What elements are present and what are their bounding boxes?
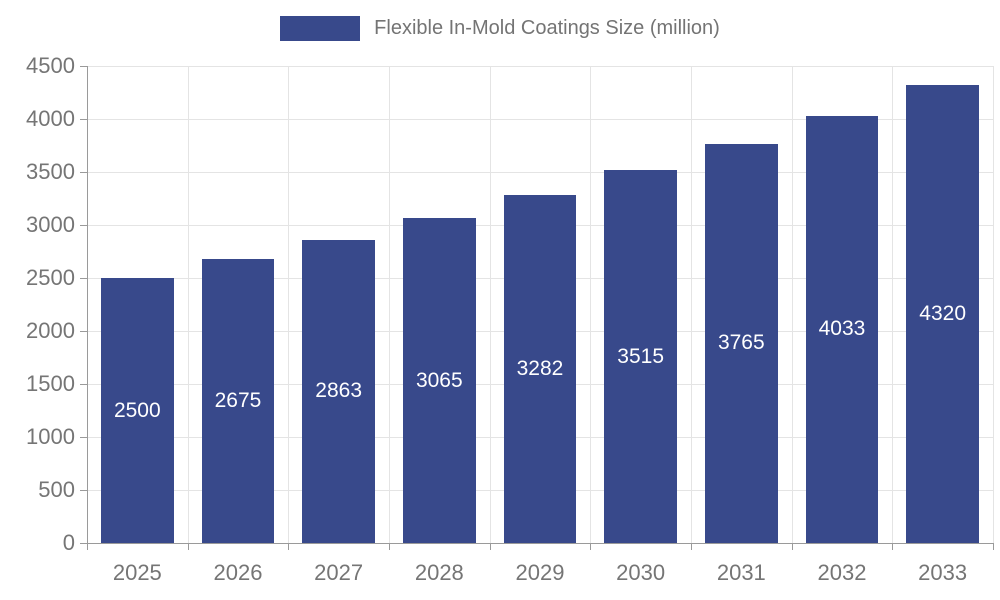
- y-axis-label: 3500: [26, 159, 75, 184]
- legend[interactable]: Flexible In-Mold Coatings Size (million): [0, 16, 1000, 41]
- gridline-horizontal: [87, 119, 993, 120]
- y-axis-label: 4500: [26, 53, 75, 78]
- y-axis-tick: [80, 384, 87, 385]
- x-axis-tick: [993, 543, 994, 550]
- gridline-vertical: [993, 66, 994, 543]
- y-axis-label: 0: [62, 530, 75, 555]
- y-axis-label: 1500: [26, 371, 75, 396]
- x-axis-label: 2033: [918, 560, 968, 585]
- x-axis-tick: [791, 543, 793, 550]
- gridline-vertical: [590, 66, 592, 543]
- gridline-vertical: [288, 66, 290, 543]
- gridline-horizontal: [87, 66, 993, 67]
- bar-value-label: 3065: [415, 368, 463, 392]
- bar-2025[interactable]: 2500: [101, 278, 174, 543]
- gridline-vertical: [691, 66, 692, 543]
- bar-value-label: 4320: [919, 302, 967, 326]
- x-axis-tick: [87, 543, 88, 550]
- bar-2031[interactable]: 3765: [705, 143, 778, 543]
- gridline-vertical: [389, 66, 390, 543]
- legend-label: Flexible In-Mold Coatings Size (million): [374, 17, 720, 39]
- y-axis-label: 2500: [26, 265, 75, 290]
- bar-value-label: 3765: [717, 331, 765, 355]
- bar-value-label: 3282: [516, 357, 564, 381]
- x-axis-label: 2026: [213, 560, 263, 585]
- y-axis-label: 1000: [26, 424, 75, 449]
- y-axis-tick: [80, 278, 87, 279]
- legend-swatch: [280, 16, 361, 41]
- y-axis-tick: [80, 437, 87, 438]
- bar-2027[interactable]: 2863: [302, 239, 375, 543]
- bar-2028[interactable]: 3065: [403, 218, 476, 543]
- gridline-vertical: [187, 66, 189, 543]
- gridline-vertical: [489, 66, 491, 543]
- x-axis-tick: [691, 543, 692, 550]
- x-axis-label: 2027: [314, 560, 364, 585]
- x-axis-label: 2031: [716, 560, 766, 585]
- x-axis-tick: [489, 543, 491, 550]
- bar-2032[interactable]: 4033: [805, 115, 879, 543]
- plot-area: 2500 2675 2863 3065 3282 3515 3765 4033 4320: [87, 66, 994, 544]
- x-axis-tick: [187, 543, 189, 550]
- y-axis-tick: [80, 66, 87, 67]
- x-axis-tick: [892, 543, 894, 550]
- y-axis-line: [87, 66, 88, 543]
- y-axis-tick: [80, 543, 87, 544]
- y-axis-tick: [80, 490, 87, 491]
- x-axis-label: 2032: [817, 560, 867, 585]
- x-axis-label: 2028: [414, 560, 464, 585]
- bar-2033[interactable]: 4320: [906, 85, 979, 543]
- y-axis-tick: [80, 225, 87, 226]
- y-axis-tick: [80, 331, 87, 332]
- gridline-vertical: [892, 66, 894, 543]
- gridline-vertical: [791, 66, 793, 543]
- bar-value-label: 2675: [214, 389, 262, 413]
- x-axis-tick: [590, 543, 592, 550]
- y-axis-tick: [80, 172, 87, 173]
- x-axis-line: [87, 543, 993, 544]
- bar-2030[interactable]: 3515: [604, 170, 677, 543]
- y-axis-label: 2000: [26, 318, 75, 343]
- y-axis-label: 4000: [26, 106, 75, 131]
- y-axis-label: 500: [38, 477, 75, 502]
- bar-2026[interactable]: 2675: [201, 259, 275, 543]
- x-axis-label: 2030: [616, 560, 666, 585]
- y-axis-label: 3000: [26, 212, 75, 237]
- bar-value-label: 3515: [617, 344, 665, 368]
- bar-2029[interactable]: 3282: [503, 195, 577, 543]
- x-axis-tick: [389, 543, 390, 550]
- y-axis-tick: [80, 119, 87, 120]
- x-axis-label: 2029: [515, 560, 565, 585]
- gridline-horizontal: [87, 172, 993, 173]
- bar-value-label: 2863: [315, 379, 363, 403]
- bar-value-label: 2500: [113, 398, 161, 422]
- x-axis-label: 2025: [112, 560, 162, 585]
- bar-value-label: 4033: [818, 317, 866, 341]
- x-axis-tick: [288, 543, 290, 550]
